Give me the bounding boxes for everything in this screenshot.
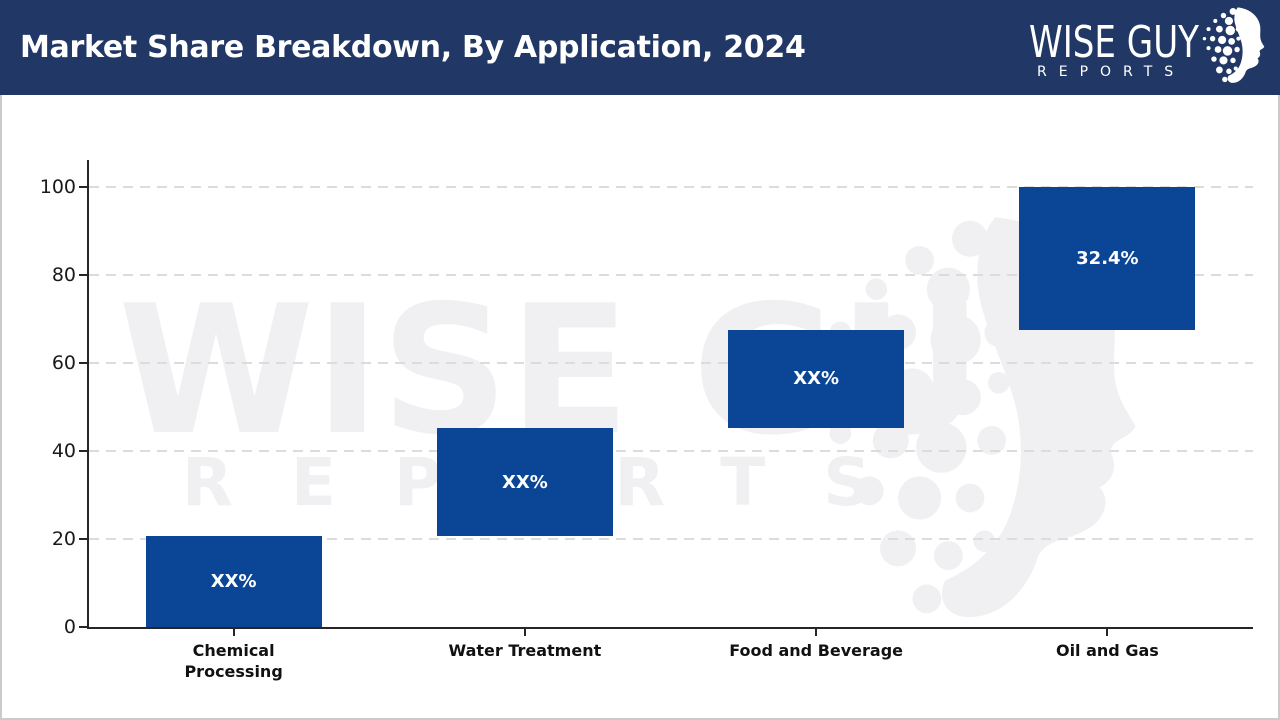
logo-dotted-head-icon bbox=[1202, 7, 1265, 83]
y-axis-tick-label: 100 bbox=[39, 176, 76, 198]
x-axis-tick bbox=[523, 629, 526, 636]
bar-value-label: XX% bbox=[793, 368, 840, 390]
y-axis-tick bbox=[79, 186, 87, 188]
gridline bbox=[89, 274, 1253, 276]
y-axis-tick-label: 60 bbox=[51, 352, 76, 374]
y-axis-line bbox=[87, 160, 89, 629]
category-label: Chemical Processing bbox=[184, 641, 283, 681]
x-axis-tick bbox=[232, 629, 235, 636]
y-axis-tick-label: 80 bbox=[51, 264, 76, 286]
bar: XX% bbox=[436, 428, 613, 536]
y-axis-tick bbox=[79, 450, 87, 452]
wise-guy-reports-logo: WISE GUY REPORTS bbox=[1029, 7, 1265, 83]
category-label: Water Treatment bbox=[448, 641, 602, 660]
bar: XX% bbox=[728, 329, 905, 429]
y-axis-tick-label: 0 bbox=[63, 616, 76, 638]
y-axis-tick bbox=[79, 362, 87, 364]
category-label: Food and Beverage bbox=[729, 641, 904, 660]
y-axis-tick bbox=[79, 538, 87, 540]
y-axis-tick bbox=[79, 626, 87, 628]
x-axis-tick bbox=[815, 629, 818, 636]
bar-value-label: 32.4% bbox=[1076, 247, 1139, 269]
bar: 32.4% bbox=[1019, 187, 1196, 330]
x-axis-tick bbox=[1106, 629, 1109, 636]
gridline bbox=[89, 450, 1253, 452]
gridline bbox=[89, 362, 1253, 364]
y-axis-tick bbox=[79, 274, 87, 276]
gridline bbox=[89, 538, 1253, 540]
plot-area: 0 20 40 60 80 100 XX% Chemical Processing XX% Wat… bbox=[0, 95, 1280, 720]
bar-value-label: XX% bbox=[501, 471, 548, 493]
logo-brand-text: WISE GUY bbox=[1029, 17, 1199, 68]
bar-value-label: XX% bbox=[210, 570, 257, 592]
bar: XX% bbox=[145, 535, 322, 627]
logo-reports-text: REPORTS bbox=[1037, 64, 1185, 80]
y-axis-tick-label: 40 bbox=[51, 440, 76, 462]
y-axis-tick-label: 20 bbox=[51, 528, 76, 550]
chart-area: WISE GUY REPORTS 020406080100XX%Chemical… bbox=[0, 95, 1280, 720]
page-title: Market Share Breakdown, By Application, … bbox=[20, 30, 806, 65]
category-label: Oil and Gas bbox=[1055, 641, 1159, 660]
x-axis-line bbox=[87, 627, 1253, 629]
gridline bbox=[89, 186, 1253, 188]
header: Market Share Breakdown, By Application, … bbox=[0, 0, 1280, 95]
